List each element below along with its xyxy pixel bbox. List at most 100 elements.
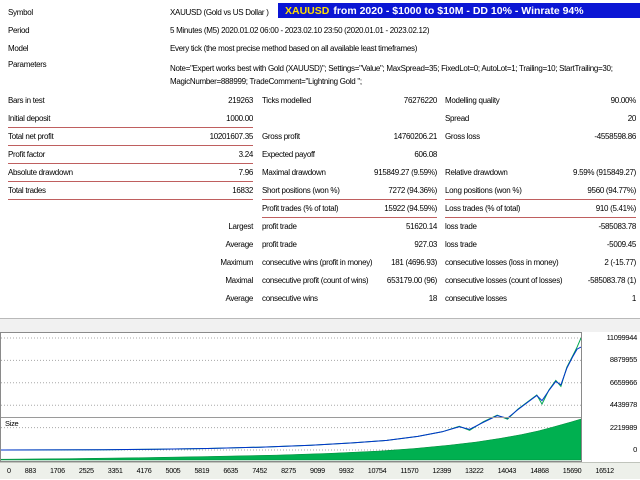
- x-axis-label: 883: [24, 466, 36, 475]
- y-axis-label: 11099944: [606, 333, 638, 342]
- row-label: Period: [8, 26, 30, 35]
- report-cell-group: Spread 20: [445, 110, 636, 128]
- report-row: Initial deposit 1000.00 Spread 20: [0, 110, 640, 128]
- report-cell-group: [8, 200, 253, 218]
- row-value-wide: Note="Expert works best with Gold (XAUUS…: [170, 64, 613, 86]
- report-cell-group: Total net profit 10201607.35: [8, 129, 253, 146]
- row-value: Largest: [228, 222, 253, 231]
- x-axis-label: 7452: [252, 466, 268, 475]
- report-cell-group: Profit factor 3.24: [8, 147, 253, 164]
- row-label: Bars in test: [8, 96, 45, 105]
- x-axis-label: 9099: [310, 466, 325, 475]
- row-label: profit trade: [262, 222, 297, 231]
- y-axis-label: 0: [633, 445, 637, 454]
- row-value: 653179.00 (96): [386, 276, 437, 285]
- x-axis-label: 16512: [595, 466, 614, 475]
- report-row: Average profit trade 927.03 loss trade -5009…: [0, 236, 640, 254]
- report-row: Average consecutive wins 18 consecutive los…: [0, 290, 640, 308]
- row-label: Ticks modelled: [262, 96, 311, 105]
- row-label: Relative drawdown: [445, 168, 508, 177]
- row-label: Symbol: [8, 8, 33, 17]
- row-value: -4558598.86: [594, 132, 636, 141]
- row-value-wide: XAUUSD (Gold vs US Dollar ): [170, 8, 269, 17]
- row-label: consecutive wins (profit in money): [262, 258, 373, 267]
- report-cell-group: Absolute drawdown 7.96: [8, 165, 253, 182]
- row-value-wide: Every tick (the most precise method base…: [170, 44, 418, 53]
- x-axis-label: 8275: [281, 466, 296, 475]
- row-label: Total net profit: [8, 132, 54, 141]
- row-value: 7.96: [238, 168, 254, 177]
- report-cell-group: consecutive losses (count of losses) -585…: [445, 272, 636, 290]
- row-value-wide: 5 Minutes (M5) 2020.01.02 06:00 - 2023.0…: [170, 26, 430, 35]
- report-cell-group: consecutive losses (loss in money) 2 (-15…: [445, 254, 636, 272]
- row-label: [8, 272, 170, 290]
- row-value: 1: [631, 294, 636, 303]
- x-axis-label: 14043: [497, 466, 517, 475]
- report-cell-group: Expected payoff 606.08: [262, 146, 437, 164]
- row-value: 10201607.35: [209, 132, 254, 141]
- size-chart-label: Size: [5, 419, 19, 428]
- row-label: Spread: [445, 114, 469, 123]
- row-label: [8, 236, 170, 254]
- row-label: consecutive losses (loss in money): [445, 258, 559, 267]
- report-row: Bars in test 219263 Ticks modelled 76276220…: [0, 92, 640, 110]
- row-value: 9.59% (915849.27): [573, 168, 636, 177]
- report-cell-group: Short positions (won %) 7272 (94.36%): [262, 183, 437, 200]
- row-value: 90.00%: [610, 96, 637, 105]
- row-label: Loss trades (% of total): [445, 204, 521, 213]
- report-row: Absolute drawdown 7.96 Maximal drawdown 915…: [0, 164, 640, 182]
- y-axis-label: 8879955: [609, 355, 637, 365]
- row-value: 76276220: [403, 96, 438, 105]
- report-row: Maximum consecutive wins (profit in money…: [0, 254, 640, 272]
- row-value: 14760206.21: [393, 132, 438, 141]
- row-value: 927.03: [414, 240, 437, 249]
- row-label: Initial deposit: [8, 114, 51, 123]
- row-label: [8, 290, 170, 308]
- row-value: -5009.45: [606, 240, 636, 249]
- row-label: Gross profit: [262, 132, 300, 141]
- chart-legend: Balance / Equity / Every tick (the most …: [0, 318, 640, 343]
- row-value: 606.08: [414, 150, 437, 159]
- row-label: [8, 254, 170, 272]
- row-label: Total trades: [8, 186, 46, 195]
- row-value: Maximal: [225, 276, 253, 285]
- size-chart-divider: [1, 417, 581, 418]
- report-row: Profit trades (% of total) 15922 (94.59%)…: [0, 200, 640, 218]
- report-table: Symbol XAUUSD (Gold vs US Dollar ) Period 5…: [0, 8, 640, 308]
- report-cell-group: [262, 110, 437, 128]
- y-axis-labels: 11099944 8879955 6659966 4439978 2219989 0: [582, 332, 640, 462]
- row-label: profit trade: [262, 240, 297, 249]
- row-value: 51620.14: [406, 222, 437, 231]
- row-value: 219263: [228, 96, 253, 105]
- y-axis-label: 6659966: [609, 377, 637, 387]
- row-label: Modelling quality: [445, 96, 500, 105]
- banner-symbol: XAUUSD: [285, 4, 330, 17]
- report-row: Parameters Note="Expert works best with G…: [0, 58, 640, 92]
- y-axis-label: 4439978: [609, 400, 637, 410]
- x-axis-label: 1706: [49, 466, 65, 475]
- x-axis-label: 13222: [465, 466, 484, 475]
- row-value: -585083.78: [598, 222, 637, 231]
- row-label: consecutive losses (count of losses): [445, 276, 563, 285]
- x-axis-label: 9932: [338, 466, 354, 475]
- x-axis-label: 6635: [223, 466, 239, 475]
- balance-chart: Size 11099944 8879955 6659966 4439978 221998…: [0, 332, 640, 462]
- report-row: Model Every tick (the most precise method…: [0, 40, 640, 58]
- report-cell-group: Maximal: [8, 272, 253, 290]
- report-cell-group: loss trade -5009.45: [445, 236, 636, 254]
- report-row: Period 5 Minutes (M5) 2020.01.02 06:00 - …: [0, 22, 640, 40]
- report-cell-group: consecutive profit (count of wins) 653179…: [262, 272, 437, 290]
- row-value: 7272 (94.36%): [388, 186, 437, 195]
- report-cell-group: Relative drawdown 9.59% (915849.27): [445, 164, 636, 182]
- spacer: [0, 308, 640, 318]
- chart-plot-area: Size: [0, 332, 582, 462]
- x-axis-label: 10754: [367, 466, 387, 475]
- row-value: Average: [225, 294, 253, 303]
- banner-text: from 2020 - $1000 to $10M - DD 10% - Win…: [333, 4, 584, 17]
- row-value: -585083.78 (1): [587, 276, 637, 285]
- report-row: Total trades 16832 Short positions (won %)…: [0, 182, 640, 200]
- row-value: 910 (5.41%): [595, 204, 637, 213]
- row-label: Short positions (won %): [262, 186, 340, 195]
- report-cell-group: Loss trades (% of total) 910 (5.41%): [445, 201, 636, 218]
